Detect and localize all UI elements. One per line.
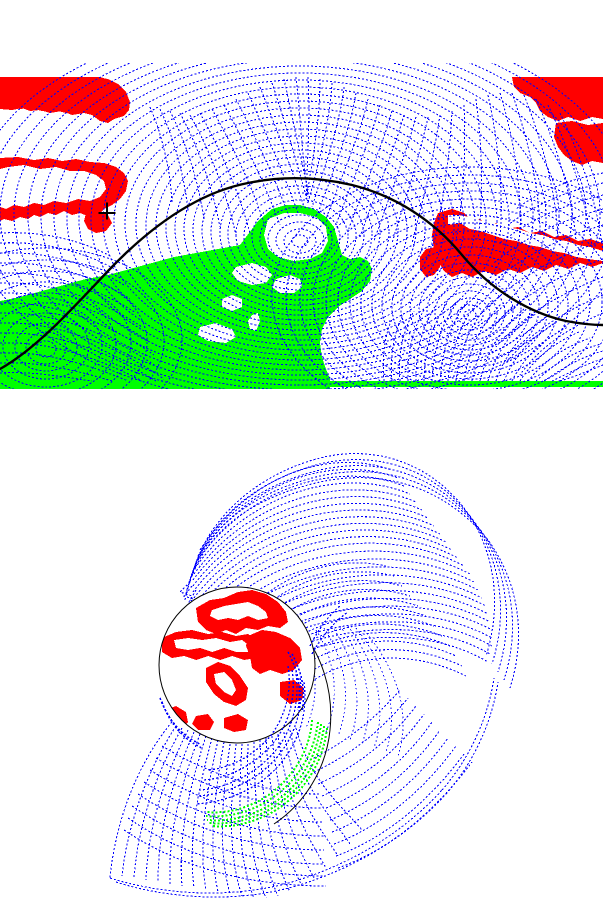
green-region-group xyxy=(0,205,603,389)
contour-family-right-streaks xyxy=(487,172,603,376)
contour-family-bottom-fan xyxy=(382,298,603,382)
bottom-panel-svg xyxy=(0,430,603,907)
top-panel-svg xyxy=(0,63,603,389)
red-patch-east-edge xyxy=(280,680,304,704)
red-patch-mid-right xyxy=(246,630,302,674)
field-lines-globe-rim xyxy=(159,651,305,749)
green-region-hole-6 xyxy=(248,313,260,331)
red-patch-south-mid xyxy=(192,714,214,730)
panel-equatorial-map xyxy=(0,63,603,389)
contour-field-group xyxy=(0,63,603,389)
boundary-curve xyxy=(0,177,603,371)
red-region-right-band xyxy=(420,247,442,277)
red-patch-north-cut xyxy=(210,602,268,620)
green-baseline-strip xyxy=(0,381,603,387)
contour-family-left-vortex xyxy=(0,247,183,389)
contour-family-left-streaks xyxy=(0,232,165,382)
green-region-hole-2 xyxy=(232,263,272,285)
outer-shell-boundary xyxy=(273,624,332,825)
field-lines-foreground-limb xyxy=(195,605,349,805)
crosshair-marker[interactable] xyxy=(98,202,116,220)
globe-surface-patches xyxy=(160,590,304,732)
contour-family-left-fan xyxy=(149,76,603,254)
red-region-mid-left-cut xyxy=(0,165,106,209)
red-patch-centre-cut xyxy=(214,672,236,696)
red-region-top-left-fill xyxy=(0,77,128,120)
green-field-line-bundle xyxy=(205,719,328,828)
red-region-top-right-2 xyxy=(554,121,603,165)
red-patch-south-right xyxy=(224,714,248,732)
red-region-mid-right-cut xyxy=(448,215,603,261)
red-patch-mid-left-cut xyxy=(174,638,250,652)
globe-outline xyxy=(158,586,316,744)
red-region-top-right xyxy=(512,77,603,121)
panel-3d-globe xyxy=(0,430,603,907)
